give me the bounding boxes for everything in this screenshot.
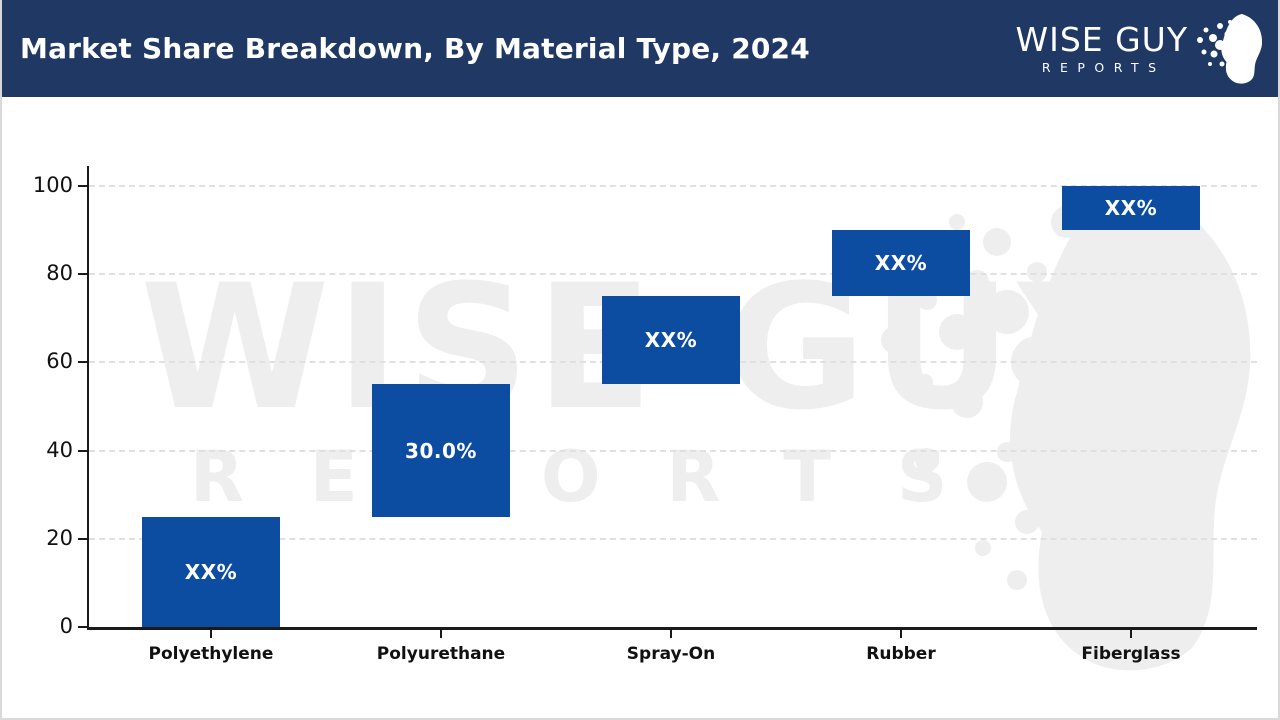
- bar-polyethylene: XX%: [142, 516, 280, 627]
- y-tick-mark: [78, 537, 87, 540]
- y-tick-label: 80: [46, 261, 73, 286]
- bar-value-label: XX%: [1104, 196, 1158, 221]
- y-tick-label: 60: [46, 349, 73, 374]
- logo-wordmark-line1: WISE GUY: [1015, 20, 1188, 60]
- bar-value-label: XX%: [184, 559, 238, 584]
- x-tick-mark: [440, 630, 442, 638]
- wiseguy-head-icon: [1197, 14, 1263, 84]
- gridline: [89, 449, 1257, 452]
- x-tick-label: Polyurethane: [376, 644, 506, 664]
- page-title: Market Share Breakdown, By Material Type…: [20, 32, 810, 65]
- y-tick-mark: [78, 361, 87, 364]
- y-axis-spine: [87, 166, 89, 629]
- bar-fiberglass: XX%: [1062, 186, 1200, 231]
- bar-spray-on: XX%: [602, 296, 740, 385]
- chart-plot-area: 0 20 40 60 80 100 XX% 30.0% XX% XX% XX% Polyethylen…: [33, 166, 1257, 664]
- logo-wordmark: WISE GUY REPORTS: [1015, 23, 1188, 75]
- bar-rubber: XX%: [832, 230, 970, 297]
- y-tick-mark: [78, 273, 87, 276]
- y-tick-mark: [78, 626, 87, 628]
- gridline: [89, 273, 1257, 276]
- y-tick-label: 0: [59, 614, 73, 638]
- bar-polyurethane: 30.0%: [372, 384, 510, 517]
- x-tick-mark: [900, 630, 902, 638]
- x-tick-label: Rubber: [866, 644, 936, 664]
- watermark-wordmark-line2: REPORTS: [190, 436, 1014, 518]
- gridline: [89, 185, 1257, 187]
- y-tick-mark: [78, 185, 87, 187]
- x-tick-label: Fiberglass: [1081, 644, 1181, 664]
- bar-value-label: XX%: [874, 251, 928, 276]
- bar-value-label: XX%: [644, 328, 698, 353]
- x-tick-mark: [670, 630, 672, 638]
- x-axis-spine: [87, 627, 1257, 630]
- x-tick-mark: [210, 630, 212, 638]
- x-tick-mark: [1130, 630, 1132, 638]
- y-tick-label: 100: [32, 173, 73, 197]
- x-tick-label: Polyethylene: [148, 644, 274, 664]
- gridline: [89, 537, 1257, 540]
- y-tick-label: 40: [46, 437, 73, 462]
- bar-value-label: 30.0%: [405, 438, 477, 463]
- y-tick-mark: [78, 449, 87, 452]
- y-tick-label: 20: [46, 525, 73, 550]
- wiseguy-logo: WISE GUY REPORTS: [1015, 6, 1266, 92]
- header-bar: Market Share Breakdown, By Material Type…: [0, 0, 1280, 97]
- x-tick-label: Spray-On: [626, 644, 716, 664]
- logo-wordmark-line2: REPORTS: [1041, 59, 1166, 75]
